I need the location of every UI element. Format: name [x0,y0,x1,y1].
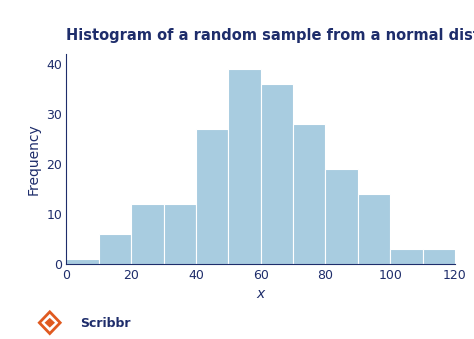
Bar [228,69,261,264]
Bar [390,250,423,264]
Bar [164,204,196,264]
Bar [261,84,293,264]
Bar [131,204,164,264]
Bar [423,250,455,264]
Text: Scribbr: Scribbr [81,317,131,330]
Bar [196,129,228,264]
Text: Histogram of a random sample from a normal distribution: Histogram of a random sample from a norm… [66,28,474,43]
Bar [293,124,326,264]
Bar [358,194,390,264]
Bar [66,259,99,264]
Y-axis label: Frequency: Frequency [27,123,41,195]
Bar [326,170,358,264]
X-axis label: x: x [256,287,265,301]
Bar [99,234,131,264]
